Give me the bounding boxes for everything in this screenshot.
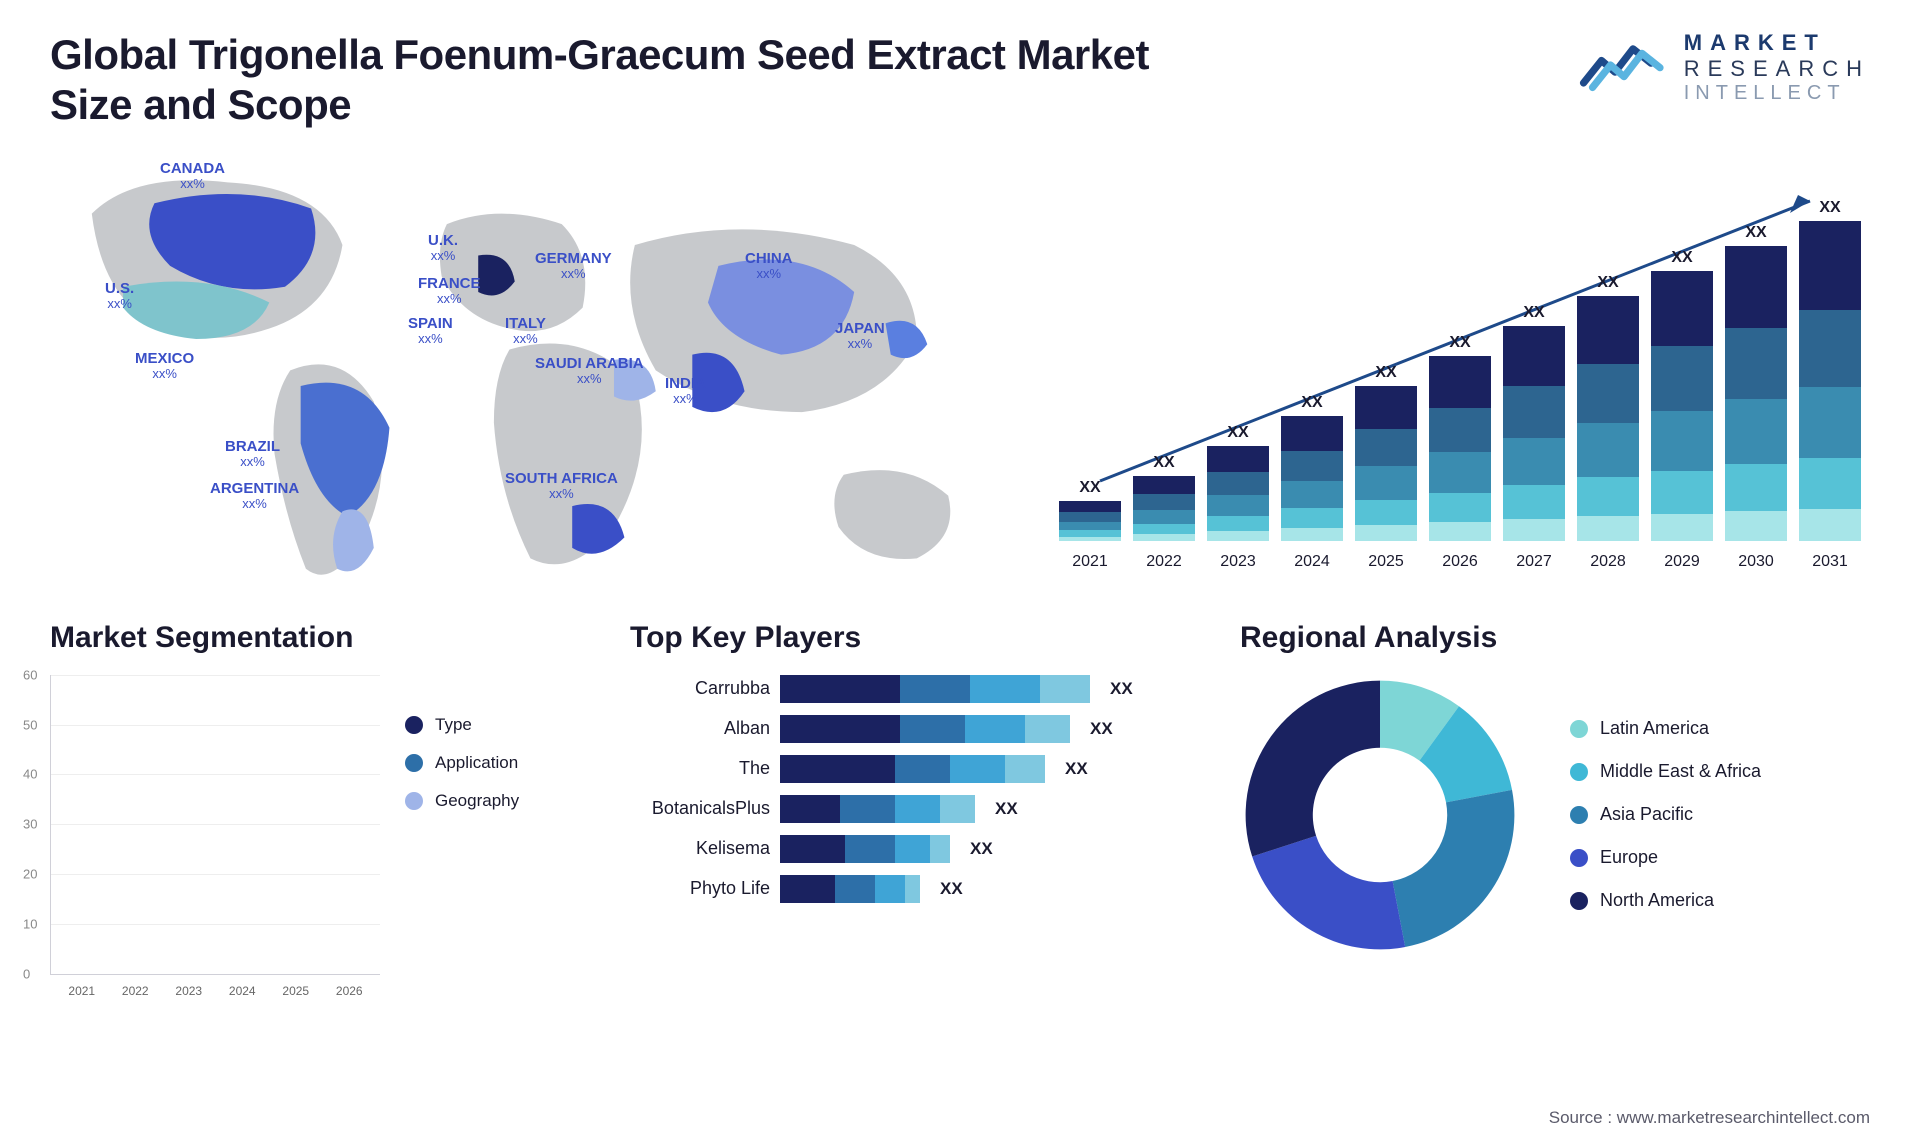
legend-item: Asia Pacific	[1570, 804, 1761, 825]
map-label: GERMANYxx%	[535, 251, 612, 282]
map-label: SOUTH AFRICAxx%	[505, 471, 618, 502]
growth-bar: XX	[1355, 364, 1417, 541]
world-map: CANADAxx% U.S.xx% MEXICOxx% BRAZILxx% ARGENT…	[50, 151, 990, 571]
logo-mark-icon	[1579, 35, 1669, 100]
regional-title: Regional Analysis	[1240, 621, 1870, 655]
map-label: CHINAxx%	[745, 251, 793, 282]
logo-text: MARKET RESEARCH INTELLECT	[1684, 30, 1870, 105]
legend-item: Europe	[1570, 847, 1761, 868]
player-row: AlbanXX	[630, 715, 1190, 743]
legend-item: Geography	[405, 791, 519, 811]
growth-bar: XX	[1207, 424, 1269, 541]
regional-donut-chart	[1240, 675, 1520, 955]
legend-item: Application	[405, 753, 519, 773]
segmentation-chart: 202120222023202420252026 1020304050600	[50, 675, 380, 975]
growth-bar: XX	[1133, 454, 1195, 541]
donut-slice	[1393, 790, 1515, 947]
map-label: INDIAxx%	[665, 376, 706, 407]
market-segmentation-section: Market Segmentation 20212022202320242025…	[50, 621, 580, 975]
regional-analysis-section: Regional Analysis Latin America Middle Ea…	[1240, 621, 1870, 975]
segmentation-legend: Type Application Geography	[405, 675, 519, 975]
growth-bar: XX	[1799, 199, 1861, 541]
growth-bar: XX	[1059, 479, 1121, 541]
map-label: JAPANxx%	[835, 321, 885, 352]
map-label: BRAZILxx%	[225, 439, 280, 470]
map-label: SPAINxx%	[408, 316, 453, 347]
legend-item: North America	[1570, 890, 1761, 911]
page-title: Global Trigonella Foenum-Graecum Seed Ex…	[50, 30, 1150, 131]
map-label: SAUDI ARABIAxx%	[535, 356, 644, 387]
player-row: CarrubbaXX	[630, 675, 1190, 703]
legend-item: Middle East & Africa	[1570, 761, 1761, 782]
regional-legend: Latin America Middle East & Africa Asia Pa…	[1570, 718, 1761, 911]
map-label: ARGENTINAxx%	[210, 481, 299, 512]
map-label: FRANCExx%	[418, 276, 481, 307]
logo: MARKET RESEARCH INTELLECT	[1579, 30, 1870, 105]
source-text: Source : www.marketresearchintellect.com	[1549, 1108, 1870, 1128]
growth-bar: XX	[1429, 334, 1491, 541]
growth-bar: XX	[1503, 304, 1565, 541]
map-label: CANADAxx%	[160, 161, 225, 192]
key-players-section: Top Key Players CarrubbaXX AlbanXX TheXX Bo…	[630, 621, 1190, 975]
growth-bar: XX	[1651, 249, 1713, 541]
donut-slice	[1252, 836, 1405, 950]
player-row: KelisemaXX	[630, 835, 1190, 863]
donut-slice	[1246, 680, 1380, 856]
player-row: TheXX	[630, 755, 1190, 783]
segmentation-title: Market Segmentation	[50, 621, 580, 655]
map-label: ITALYxx%	[505, 316, 546, 347]
players-title: Top Key Players	[630, 621, 1190, 655]
player-row: BotanicalsPlusXX	[630, 795, 1190, 823]
growth-bar: XX	[1725, 224, 1787, 541]
legend-item: Type	[405, 715, 519, 735]
growth-bar: XX	[1281, 394, 1343, 541]
map-label: MEXICOxx%	[135, 351, 194, 382]
market-growth-chart: XXXXXXXXXXXXXXXXXXXXXX 20212022202320242…	[1050, 151, 1870, 571]
players-chart: CarrubbaXX AlbanXX TheXX BotanicalsPlusXX Ke…	[630, 675, 1190, 903]
growth-bar: XX	[1577, 274, 1639, 541]
map-label: U.S.xx%	[105, 281, 134, 312]
map-label: U.K.xx%	[428, 233, 458, 264]
legend-item: Latin America	[1570, 718, 1761, 739]
player-row: Phyto LifeXX	[630, 875, 1190, 903]
